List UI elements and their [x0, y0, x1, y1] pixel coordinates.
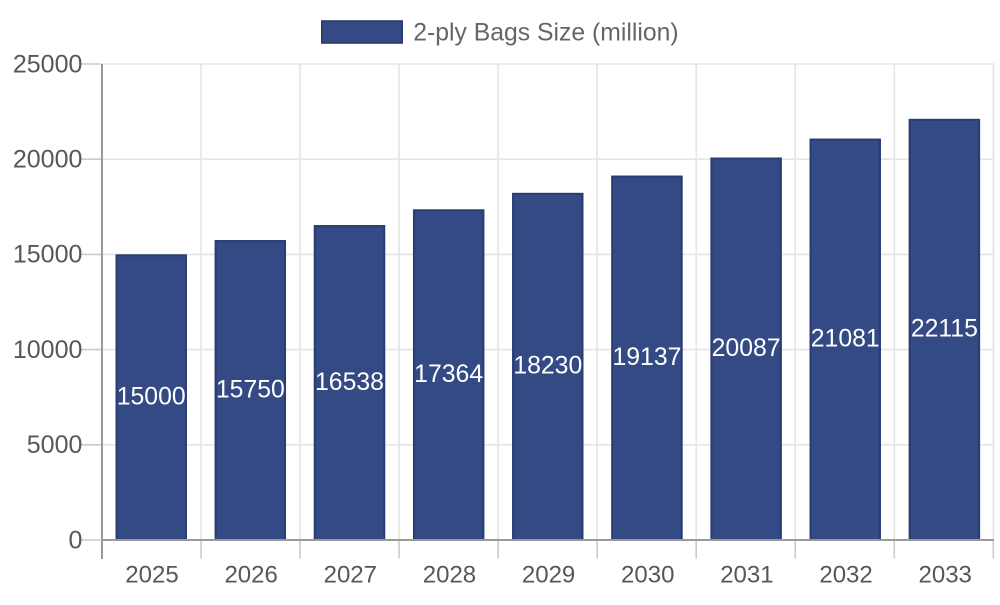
svg-text:2033: 2033 — [919, 561, 972, 588]
svg-text:18230: 18230 — [513, 353, 582, 380]
svg-text:22115: 22115 — [911, 316, 978, 343]
svg-text:20000: 20000 — [13, 146, 83, 174]
svg-text:0: 0 — [68, 526, 82, 554]
svg-text:19137: 19137 — [612, 344, 681, 371]
svg-text:15000: 15000 — [13, 241, 83, 269]
svg-text:2030: 2030 — [621, 561, 674, 588]
svg-text:2029: 2029 — [522, 561, 575, 588]
svg-text:2031: 2031 — [720, 561, 773, 588]
svg-text:2026: 2026 — [224, 561, 277, 588]
svg-text:2028: 2028 — [423, 561, 476, 588]
svg-text:17364: 17364 — [414, 361, 483, 388]
svg-text:2025: 2025 — [125, 561, 178, 588]
svg-text:16538: 16538 — [315, 369, 384, 396]
svg-text:25000: 25000 — [13, 50, 83, 78]
svg-text:20087: 20087 — [712, 335, 781, 362]
svg-text:2032: 2032 — [819, 561, 872, 588]
svg-text:15750: 15750 — [216, 376, 285, 403]
svg-text:21081: 21081 — [811, 326, 880, 353]
svg-text:2-ply Bags Size (million): 2-ply Bags Size (million) — [413, 19, 678, 46]
svg-text:5000: 5000 — [27, 431, 83, 459]
svg-text:2027: 2027 — [324, 561, 377, 588]
svg-text:15000: 15000 — [117, 383, 186, 410]
svg-text:10000: 10000 — [13, 336, 83, 364]
